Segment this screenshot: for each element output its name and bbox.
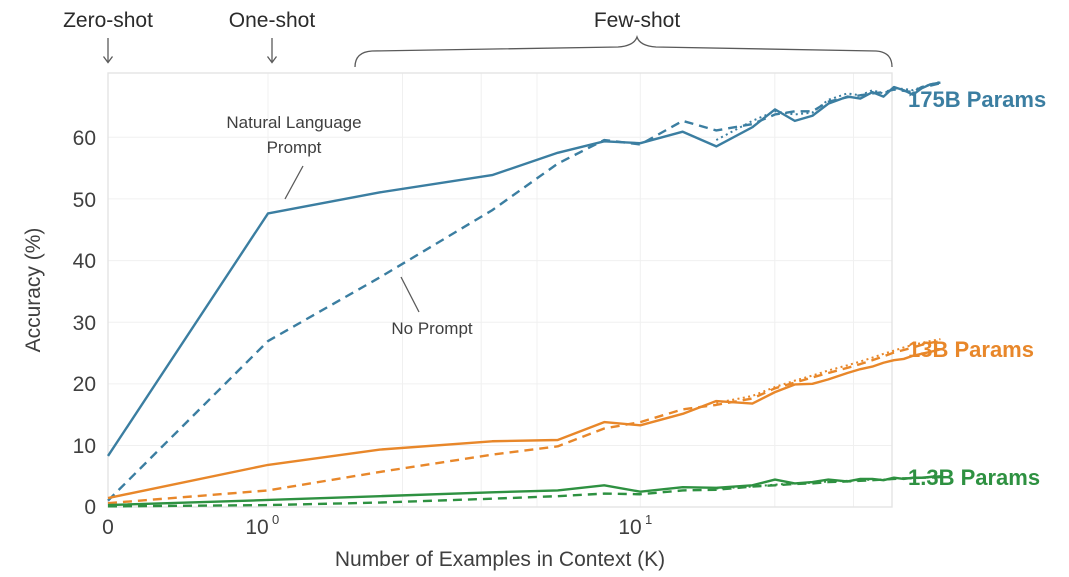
series-path-175B-dotted	[715, 80, 941, 141]
series-path-13B-dotted	[716, 338, 941, 404]
y-axis-title: Accuracy (%)	[22, 228, 45, 353]
zero-shot-label: Zero-shot	[63, 9, 153, 32]
x-tick-1e1-base: 10	[618, 516, 641, 539]
one-shot-arrow-icon	[266, 38, 278, 64]
x-tick-1e1-exp: 1	[645, 512, 652, 527]
series-group	[106, 80, 941, 508]
legend-13b-params: 13B Params	[908, 337, 1034, 362]
y-tick-10: 10	[73, 435, 96, 458]
no-prompt-leader-line	[400, 276, 420, 313]
x-tick-1e0: 10 0	[245, 512, 279, 539]
series-path-175B-none	[107, 82, 941, 502]
series-path-1-3B-natural-language	[107, 475, 941, 507]
x-tick-1e1: 10 1	[618, 512, 652, 539]
y-tick-0: 0	[84, 496, 96, 519]
no-prompt-annotation: No Prompt	[391, 276, 473, 338]
few-shot-brace-icon	[354, 34, 893, 68]
zero-shot-arrow-icon	[102, 38, 114, 64]
series-path-13B-natural-language	[107, 348, 941, 500]
y-tick-30: 30	[73, 312, 96, 335]
x-axis-title: Number of Examples in Context (K)	[335, 548, 665, 571]
nlp-annotation-line2: Prompt	[267, 138, 322, 157]
x-tick-1e0-exp: 0	[272, 512, 279, 527]
natural-language-prompt-annotation: Natural Language Prompt	[226, 113, 362, 200]
one-shot-label: One-shot	[229, 9, 316, 32]
y-tick-60: 60	[73, 127, 96, 150]
few-shot-label: Few-shot	[594, 9, 681, 32]
gridlines	[108, 73, 892, 507]
y-tick-20: 20	[73, 373, 96, 396]
legend-1-3b-params: 1.3B Params	[908, 465, 1040, 490]
series-path-1-3B-dotted	[716, 476, 941, 490]
series-path-13B-none	[107, 339, 941, 505]
y-axis-ticks: 0 10 20 30 40 50 60	[73, 127, 96, 519]
x-axis-ticks: 0 10 0 10 1	[102, 512, 652, 539]
no-prompt-annotation-label: No Prompt	[391, 319, 473, 338]
y-tick-40: 40	[73, 250, 96, 273]
plot-frame	[107, 72, 893, 508]
x-tick-1e0-base: 10	[245, 516, 268, 539]
series-path-175B-natural-language	[106, 81, 941, 457]
legend-175b-params: 175B Params	[908, 87, 1046, 112]
nlp-annotation-line1: Natural Language	[226, 113, 361, 132]
x-tick-0: 0	[102, 516, 114, 539]
nlp-leader-line	[284, 165, 304, 200]
y-tick-50: 50	[73, 189, 96, 212]
